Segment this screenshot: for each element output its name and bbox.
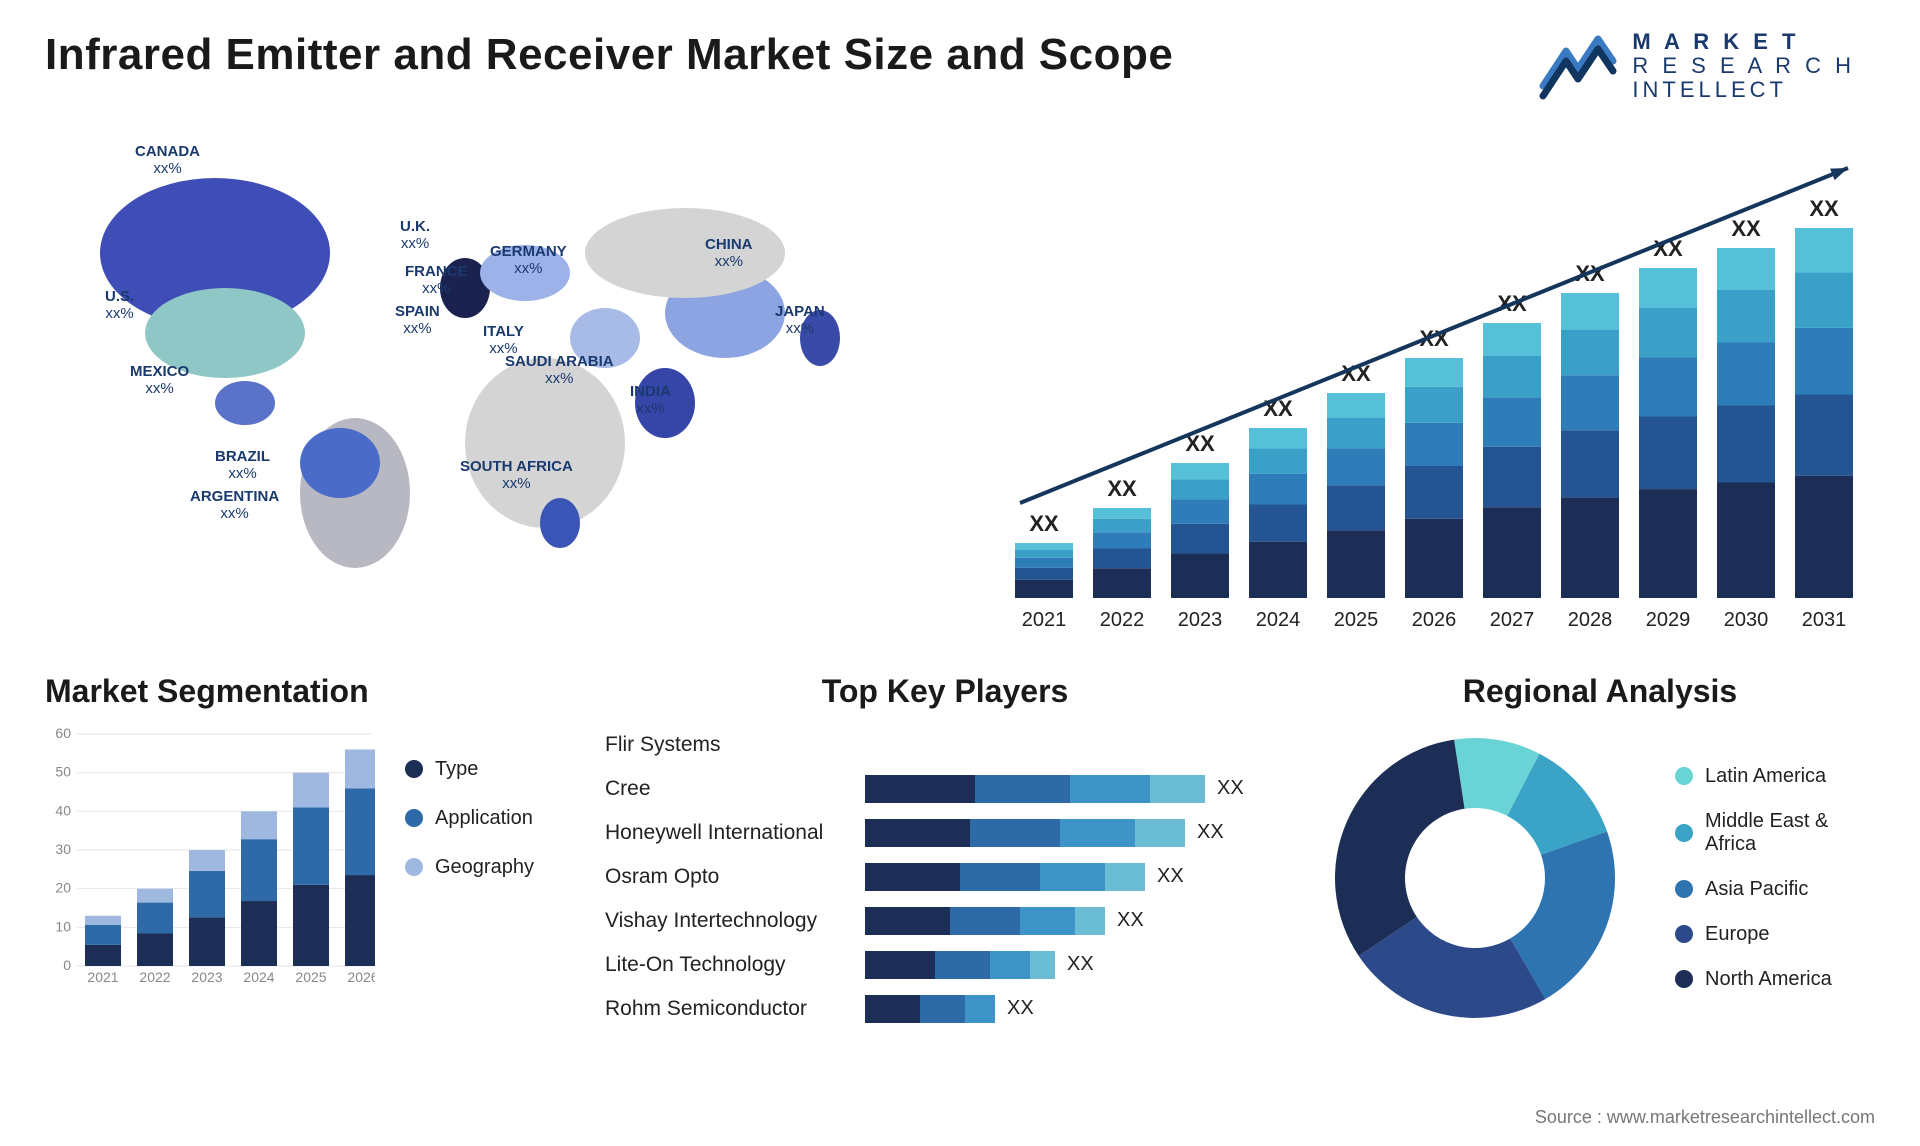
svg-text:XX: XX bbox=[1809, 196, 1839, 221]
logo-line3: INTELLECT bbox=[1632, 78, 1855, 102]
svg-text:10: 10 bbox=[55, 918, 71, 934]
seg-legend-item: Application bbox=[405, 807, 534, 830]
seg-legend-item: Type bbox=[405, 758, 534, 781]
svg-text:60: 60 bbox=[55, 728, 71, 741]
player-row: Flir Systems bbox=[605, 728, 1285, 762]
seg-legend-item: Geography bbox=[405, 856, 534, 879]
regional-panel: Regional Analysis Latin America Middle Ea… bbox=[1325, 673, 1875, 1028]
player-name: Honeywell International bbox=[605, 821, 865, 845]
svg-text:2025: 2025 bbox=[295, 969, 326, 985]
map-label-spain: SPAINxx% bbox=[395, 303, 440, 338]
map-label-u-s-: U.S.xx% bbox=[105, 288, 134, 323]
map-label-france: FRANCExx% bbox=[405, 263, 468, 298]
growth-bar-chart: XX2021XX2022XX2023XX2024XX2025XX2026XX20… bbox=[1005, 143, 1875, 643]
player-row: Cree XX bbox=[605, 772, 1285, 806]
regional-title: Regional Analysis bbox=[1325, 673, 1875, 710]
player-row: Vishay Intertechnology XX bbox=[605, 904, 1285, 938]
svg-text:2026: 2026 bbox=[1412, 609, 1457, 631]
map-label-u-k-: U.K.xx% bbox=[400, 218, 430, 253]
svg-text:2022: 2022 bbox=[139, 969, 170, 985]
segmentation-title: Market Segmentation bbox=[45, 673, 565, 710]
map-label-canada: CANADAxx% bbox=[135, 143, 200, 178]
player-name: Lite-On Technology bbox=[605, 953, 865, 977]
player-name: Flir Systems bbox=[605, 733, 865, 757]
logo-line2: R E S E A R C H bbox=[1632, 54, 1855, 78]
svg-text:2025: 2025 bbox=[1334, 609, 1379, 631]
brand-logo: M A R K E T R E S E A R C H INTELLECT bbox=[1538, 30, 1875, 103]
svg-text:2031: 2031 bbox=[1802, 609, 1847, 631]
svg-text:XX: XX bbox=[1107, 476, 1137, 501]
map-label-china: CHINAxx% bbox=[705, 236, 753, 271]
svg-text:2030: 2030 bbox=[1724, 609, 1769, 631]
region-legend-item: Latin America bbox=[1675, 765, 1865, 788]
page-title: Infrared Emitter and Receiver Market Siz… bbox=[45, 30, 1173, 80]
map-label-india: INDIAxx% bbox=[630, 383, 671, 418]
svg-text:2023: 2023 bbox=[1178, 609, 1223, 631]
svg-text:2021: 2021 bbox=[1022, 609, 1067, 631]
player-value: XX bbox=[1217, 777, 1244, 800]
player-value: XX bbox=[1007, 997, 1034, 1020]
svg-text:2027: 2027 bbox=[1490, 609, 1535, 631]
svg-text:20: 20 bbox=[55, 879, 71, 895]
players-title: Top Key Players bbox=[605, 673, 1285, 710]
player-row: Lite-On Technology XX bbox=[605, 948, 1285, 982]
map-label-saudi-arabia: SAUDI ARABIAxx% bbox=[505, 353, 614, 388]
map-label-argentina: ARGENTINAxx% bbox=[190, 488, 279, 523]
region-legend-item: Europe bbox=[1675, 923, 1865, 946]
map-label-brazil: BRAZILxx% bbox=[215, 448, 270, 483]
source-footer: Source : www.marketresearchintellect.com bbox=[1535, 1107, 1875, 1128]
map-label-mexico: MEXICOxx% bbox=[130, 363, 189, 398]
svg-text:30: 30 bbox=[55, 841, 71, 857]
logo-icon bbox=[1538, 31, 1618, 101]
world-map: CANADAxx% U.S.xx% MEXICOxx% BRAZILxx% ARGENT… bbox=[45, 143, 945, 643]
player-name: Cree bbox=[605, 777, 865, 801]
map-label-japan: JAPANxx% bbox=[775, 303, 825, 338]
map-label-germany: GERMANYxx% bbox=[490, 243, 567, 278]
svg-text:2026: 2026 bbox=[347, 969, 375, 985]
player-value: XX bbox=[1067, 953, 1094, 976]
svg-text:XX: XX bbox=[1731, 216, 1761, 241]
segmentation-panel: Market Segmentation 0 10 20 30 40 50 60 2021 202… bbox=[45, 673, 565, 1028]
header: Infrared Emitter and Receiver Market Siz… bbox=[45, 30, 1875, 103]
map-label-south-africa: SOUTH AFRICAxx% bbox=[460, 458, 573, 493]
player-row: Rohm Semiconductor XX bbox=[605, 992, 1285, 1026]
svg-text:2023: 2023 bbox=[191, 969, 222, 985]
player-value: XX bbox=[1157, 865, 1184, 888]
svg-text:0: 0 bbox=[63, 957, 71, 973]
player-name: Vishay Intertechnology bbox=[605, 909, 865, 933]
player-name: Rohm Semiconductor bbox=[605, 997, 865, 1021]
svg-text:2029: 2029 bbox=[1646, 609, 1691, 631]
player-value: XX bbox=[1197, 821, 1224, 844]
svg-text:40: 40 bbox=[55, 802, 71, 818]
player-row: Honeywell International XX bbox=[605, 816, 1285, 850]
svg-text:2024: 2024 bbox=[243, 969, 274, 985]
svg-text:2022: 2022 bbox=[1100, 609, 1145, 631]
key-players-panel: Top Key Players Flir SystemsCreeXXHoneyw… bbox=[605, 673, 1285, 1028]
svg-text:XX: XX bbox=[1029, 511, 1059, 536]
svg-text:2028: 2028 bbox=[1568, 609, 1613, 631]
svg-text:2024: 2024 bbox=[1256, 609, 1301, 631]
region-legend-item: Asia Pacific bbox=[1675, 878, 1865, 901]
player-name: Osram Opto bbox=[605, 865, 865, 889]
svg-text:50: 50 bbox=[55, 763, 71, 779]
region-legend-item: North America bbox=[1675, 968, 1865, 991]
logo-line1: M A R K E T bbox=[1632, 30, 1855, 54]
player-value: XX bbox=[1117, 909, 1144, 932]
region-legend-item: Middle East & Africa bbox=[1675, 810, 1865, 856]
svg-text:2021: 2021 bbox=[87, 969, 118, 985]
player-row: Osram Opto XX bbox=[605, 860, 1285, 894]
